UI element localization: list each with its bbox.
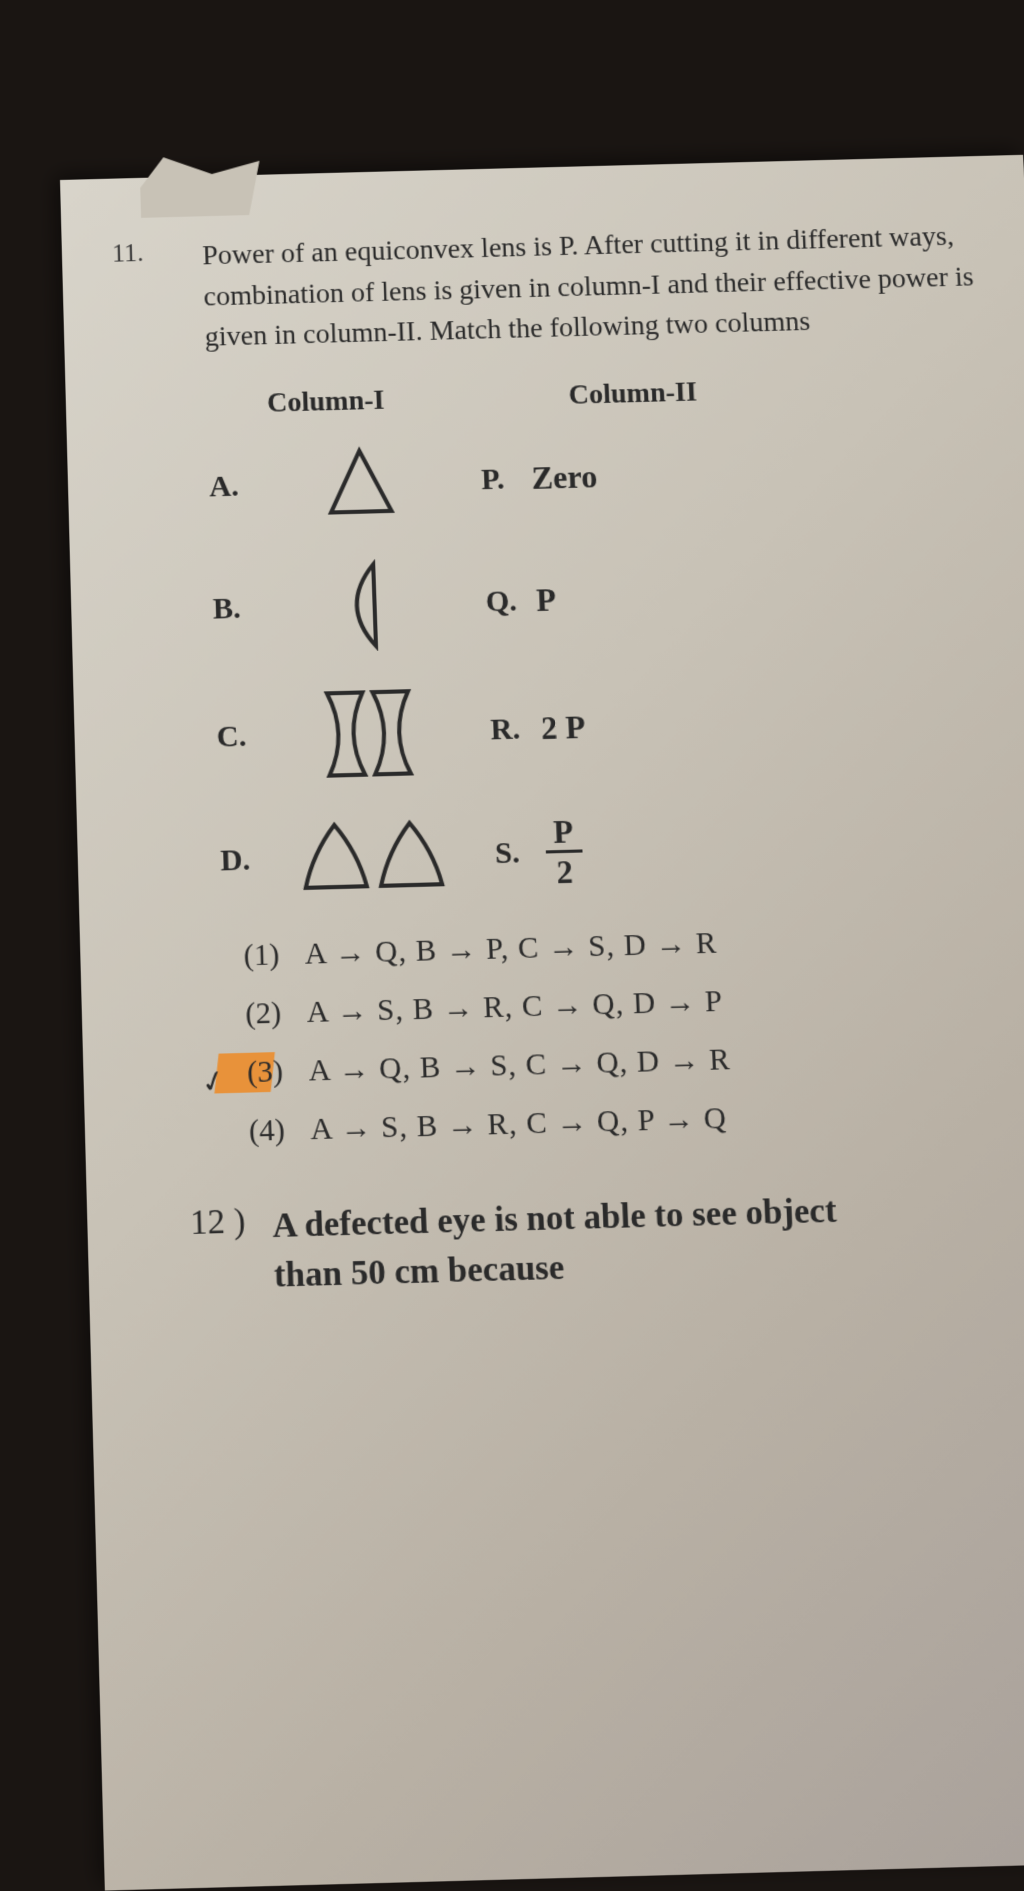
half-lens-icon (322, 553, 406, 657)
value-zero: Zero (531, 458, 598, 497)
option-2: (2) A → S, B → R, C → Q, D → P (245, 975, 1024, 1032)
column-headers: Column-I Column-II (206, 368, 1005, 421)
opt2-text: A → S, B → R, C → Q, D → P (306, 984, 724, 1031)
q12-text: A defected eye is not able to see object… (272, 1180, 1024, 1301)
match-row-d: D. S. P 2 (219, 793, 1024, 908)
value-p: P (536, 581, 557, 619)
opt4-num: (4) (248, 1112, 311, 1149)
label-d: D. (220, 842, 272, 879)
shape-d (270, 813, 476, 901)
answer-options: (1) A → Q, B → P, C → S, D → R (2) A → S… (243, 917, 1024, 1149)
option-3-highlighted: ✓ (3) A → Q, B → S, C → Q, D → R (247, 1034, 1024, 1091)
label-c: C. (216, 718, 268, 754)
match-row-c: C. R. 2 P (215, 665, 1024, 789)
opt1-num: (1) (243, 936, 305, 973)
triangle-outline-icon (319, 441, 402, 524)
header-col1: Column-I (206, 380, 529, 421)
biconcave-pair-icon (311, 680, 426, 786)
opt3-text: A → Q, B → S, C → Q, D → R (308, 1042, 731, 1089)
label-r: R. (470, 711, 542, 748)
option-1: (1) A → Q, B → P, C → S, D → R (243, 917, 1024, 973)
exam-paper: 11. Power of an equiconvex lens is P. Af… (60, 155, 1024, 1891)
value-2p: 2 P (540, 708, 586, 747)
shape-c (266, 679, 472, 787)
question-11: 11. Power of an equiconvex lens is P. Af… (162, 216, 1024, 1151)
shape-a (258, 440, 462, 526)
q12-number: 12 ) (190, 1201, 275, 1304)
value-p-over-2: P 2 (544, 815, 583, 889)
shape-b (262, 552, 468, 659)
label-s: S. (474, 835, 547, 872)
opt2-num: (2) (245, 995, 307, 1032)
q11-number: 11. (112, 238, 144, 269)
checkmark-icon: ✓ (197, 1061, 230, 1102)
label-a: A. (209, 468, 260, 504)
label-b: B. (212, 590, 264, 626)
header-col2: Column-II (528, 376, 698, 413)
label-q: Q. (465, 583, 537, 620)
double-curved-triangles-icon (295, 813, 450, 900)
q11-text: Power of an equiconvex lens is P. After … (202, 216, 989, 359)
label-p: P. (460, 461, 532, 497)
option-4: (4) A → S, B → R, C → Q, P → Q (248, 1092, 1024, 1149)
match-row-a: A. P. Zero (208, 420, 1011, 532)
opt3-num: (3) (247, 1053, 309, 1090)
match-row-b: B. Q. P (211, 537, 1017, 660)
opt1-text: A → Q, B → P, C → S, D → R (304, 925, 718, 971)
question-12: 12 ) A defected eye is not able to see o… (190, 1180, 1024, 1303)
opt4-text: A → S, B → R, C → Q, P → Q (310, 1101, 728, 1148)
